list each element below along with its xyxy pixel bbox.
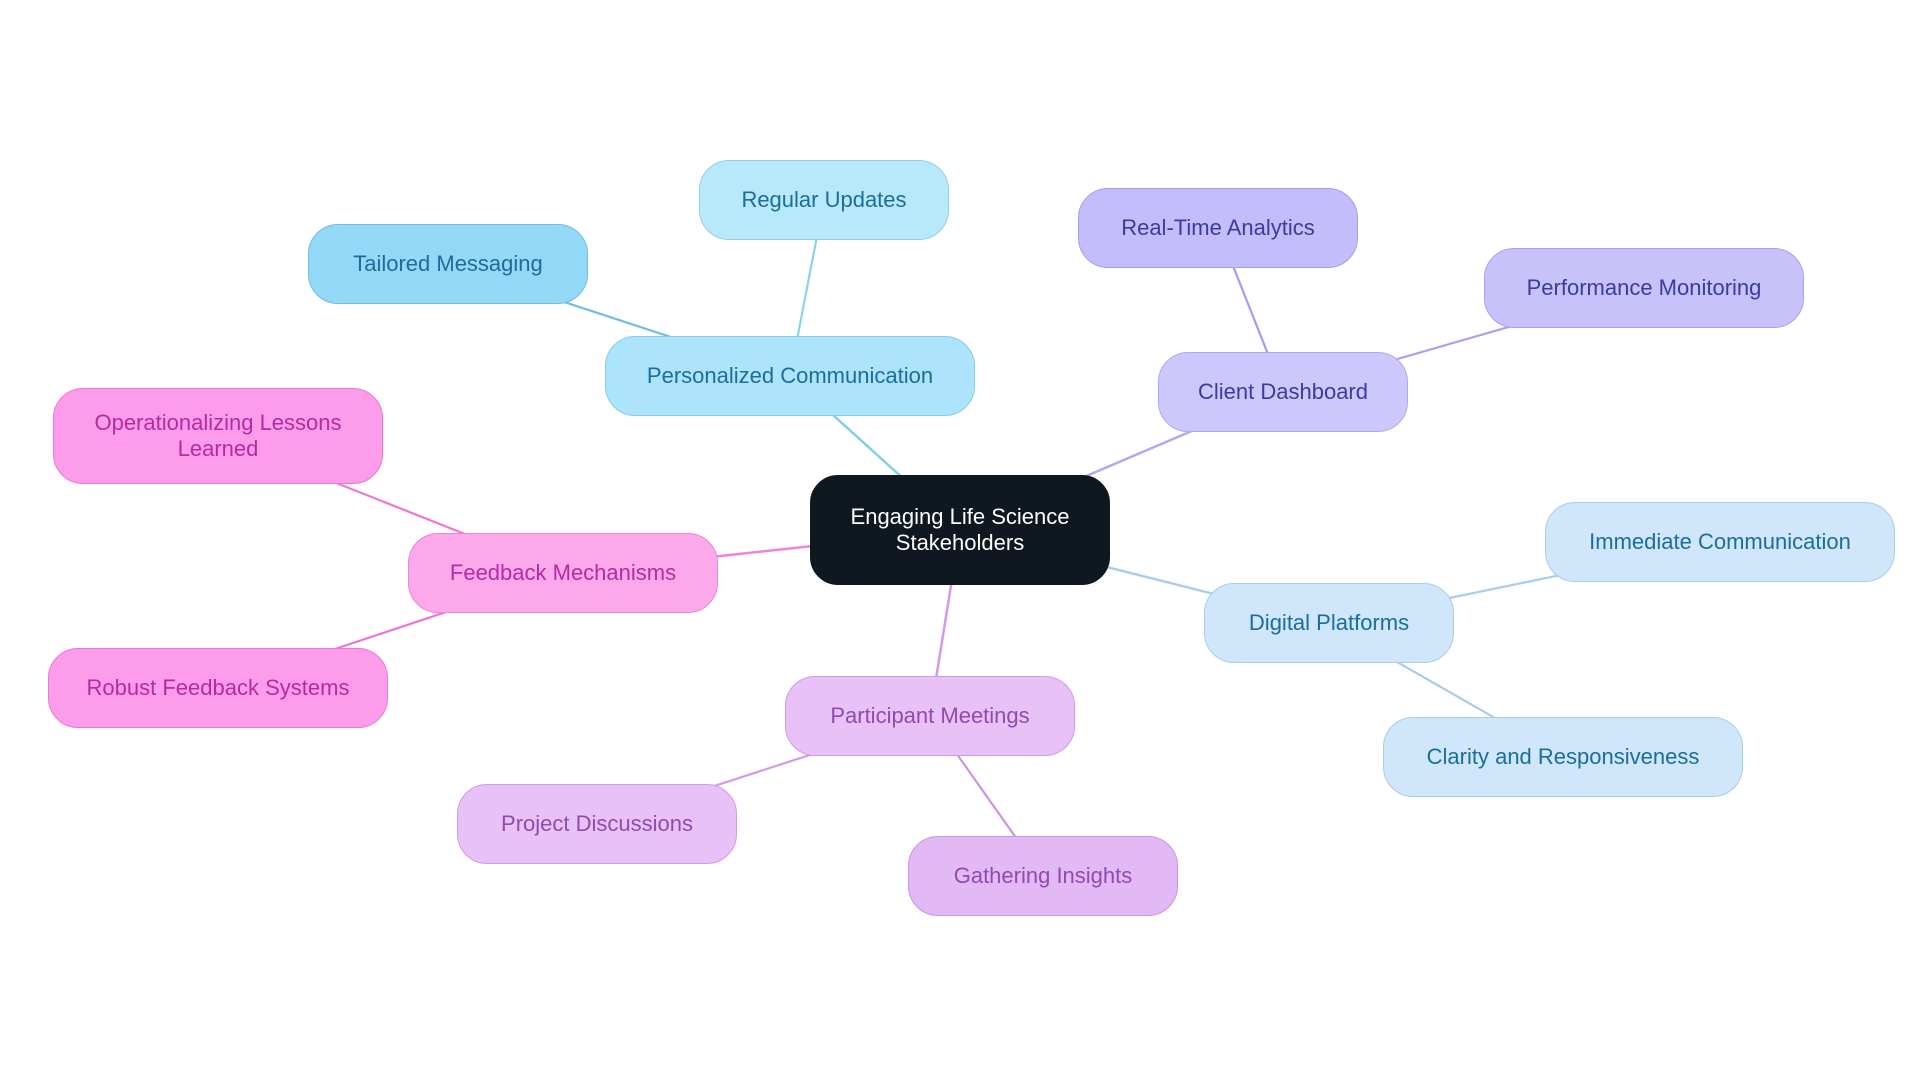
node-label: Digital Platforms <box>1249 610 1409 636</box>
leaf-node-insights: Gathering Insights <box>908 836 1178 916</box>
node-label: Feedback Mechanisms <box>450 560 676 586</box>
node-label: Tailored Messaging <box>353 251 543 277</box>
leaf-node-tailored: Tailored Messaging <box>308 224 588 304</box>
node-label: Immediate Communication <box>1589 529 1851 555</box>
node-label: Performance Monitoring <box>1527 275 1762 301</box>
branch-node-digital: Digital Platforms <box>1204 583 1454 663</box>
node-label: Clarity and Responsiveness <box>1427 744 1700 770</box>
branch-node-participant: Participant Meetings <box>785 676 1075 756</box>
leaf-node-projectdisc: Project Discussions <box>457 784 737 864</box>
node-label: Personalized Communication <box>647 363 933 389</box>
leaf-node-immediate: Immediate Communication <box>1545 502 1895 582</box>
node-label: Operationalizing Lessons Learned <box>94 410 341 463</box>
node-label: Real-Time Analytics <box>1121 215 1315 241</box>
node-label: Participant Meetings <box>830 703 1029 729</box>
leaf-node-clarity: Clarity and Responsiveness <box>1383 717 1743 797</box>
branch-node-dashboard: Client Dashboard <box>1158 352 1408 432</box>
leaf-node-perfmon: Performance Monitoring <box>1484 248 1804 328</box>
mindmap-canvas: Engaging Life Science Stakeholders Person… <box>0 0 1920 1083</box>
center-node: Engaging Life Science Stakeholders <box>810 475 1110 585</box>
node-label: Engaging Life Science Stakeholders <box>851 504 1070 557</box>
branch-node-personalized: Personalized Communication <box>605 336 975 416</box>
node-label: Project Discussions <box>501 811 693 837</box>
branch-node-feedback: Feedback Mechanisms <box>408 533 718 613</box>
node-label: Client Dashboard <box>1198 379 1368 405</box>
leaf-node-analytics: Real-Time Analytics <box>1078 188 1358 268</box>
node-label: Gathering Insights <box>954 863 1133 889</box>
leaf-node-regular: Regular Updates <box>699 160 949 240</box>
leaf-node-lessons: Operationalizing Lessons Learned <box>53 388 383 484</box>
node-label: Regular Updates <box>741 187 906 213</box>
node-label: Robust Feedback Systems <box>87 675 350 701</box>
leaf-node-robust: Robust Feedback Systems <box>48 648 388 728</box>
